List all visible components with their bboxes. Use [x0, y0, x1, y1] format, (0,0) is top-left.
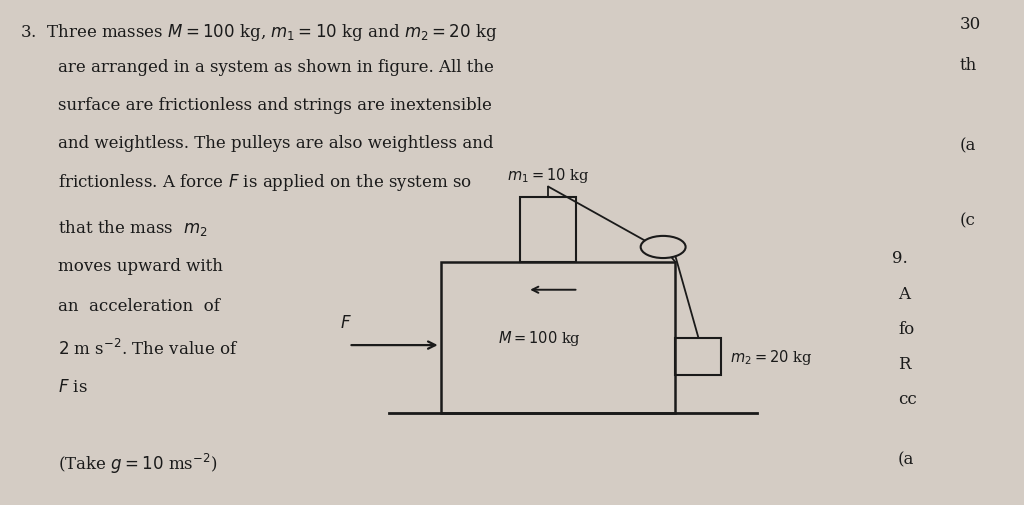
Text: (c: (c: [959, 212, 975, 229]
Text: that the mass  $m_2$: that the mass $m_2$: [57, 217, 207, 237]
Text: $m_1 = 10$ kg: $m_1 = 10$ kg: [507, 166, 590, 185]
Text: moves upward with: moves upward with: [57, 258, 222, 275]
Text: cc: cc: [898, 390, 916, 408]
Text: surface are frictionless and strings are inextensible: surface are frictionless and strings are…: [57, 97, 492, 114]
Text: (a: (a: [959, 137, 976, 154]
Text: (a: (a: [898, 451, 914, 468]
Text: $m_2 = 20$ kg: $m_2 = 20$ kg: [729, 347, 812, 366]
Text: fo: fo: [898, 320, 914, 337]
Bar: [676, 338, 721, 376]
Text: A: A: [898, 285, 910, 302]
Text: (Take $g = 10$ ms$^{-2}$): (Take $g = 10$ ms$^{-2}$): [57, 451, 217, 475]
Text: 3.  Three masses $M = 100$ kg, $m_1 = 10$ kg and $m_2 = 20$ kg: 3. Three masses $M = 100$ kg, $m_1 = 10$…: [19, 22, 497, 42]
Text: an  acceleration  of: an acceleration of: [57, 298, 219, 315]
Text: are arranged in a system as shown in figure. All the: are arranged in a system as shown in fig…: [57, 59, 494, 76]
Text: $M = 100$ kg: $M = 100$ kg: [498, 328, 581, 347]
Text: 30: 30: [959, 17, 981, 33]
Text: $2$ m s$^{-2}$. The value of: $2$ m s$^{-2}$. The value of: [57, 338, 238, 358]
Text: $F$ is: $F$ is: [57, 378, 87, 395]
Bar: [520, 197, 577, 263]
Text: frictionless. A force $F$ is applied on the system so: frictionless. A force $F$ is applied on …: [57, 172, 471, 193]
Text: 9.: 9.: [892, 250, 907, 267]
Text: $F$: $F$: [340, 315, 351, 331]
Text: R: R: [898, 356, 910, 372]
Bar: [440, 263, 676, 413]
Text: th: th: [959, 57, 977, 74]
Text: and weightless. The pulleys are also weightless and: and weightless. The pulleys are also wei…: [57, 134, 494, 152]
Circle shape: [641, 236, 686, 259]
